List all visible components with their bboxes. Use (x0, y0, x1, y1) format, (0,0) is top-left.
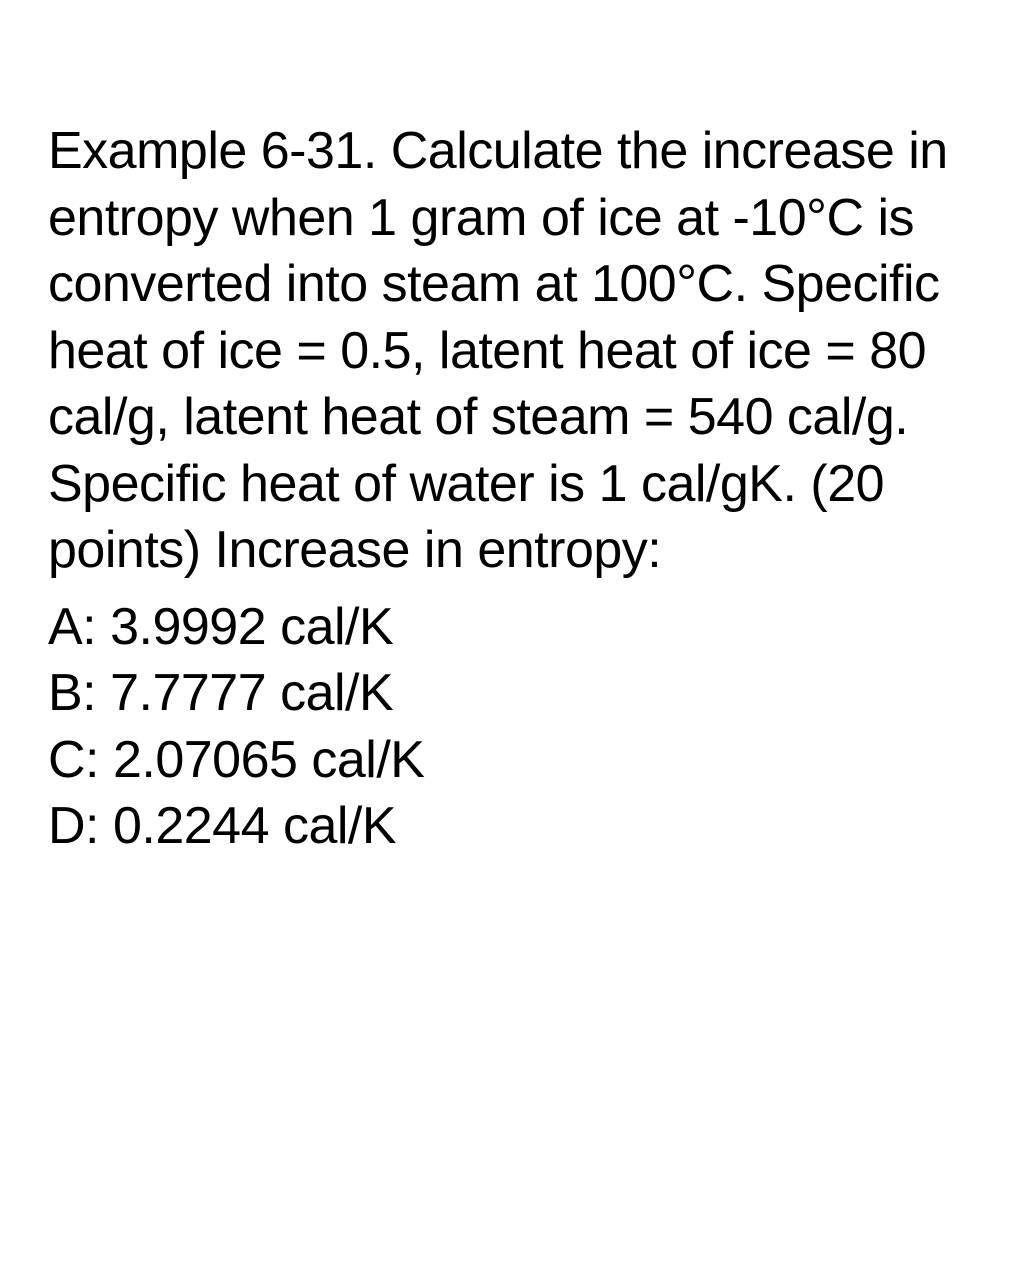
option-c: C: 2.07065 cal/K (48, 727, 976, 794)
problem-statement: Example 6-31. Calculate the increase in … (48, 118, 976, 584)
option-d: D: 0.2244 cal/K (48, 793, 976, 860)
answer-options: A: 3.9992 cal/K B: 7.7777 cal/K C: 2.070… (48, 594, 976, 860)
option-b: B: 7.7777 cal/K (48, 660, 976, 727)
option-a: A: 3.9992 cal/K (48, 594, 976, 661)
